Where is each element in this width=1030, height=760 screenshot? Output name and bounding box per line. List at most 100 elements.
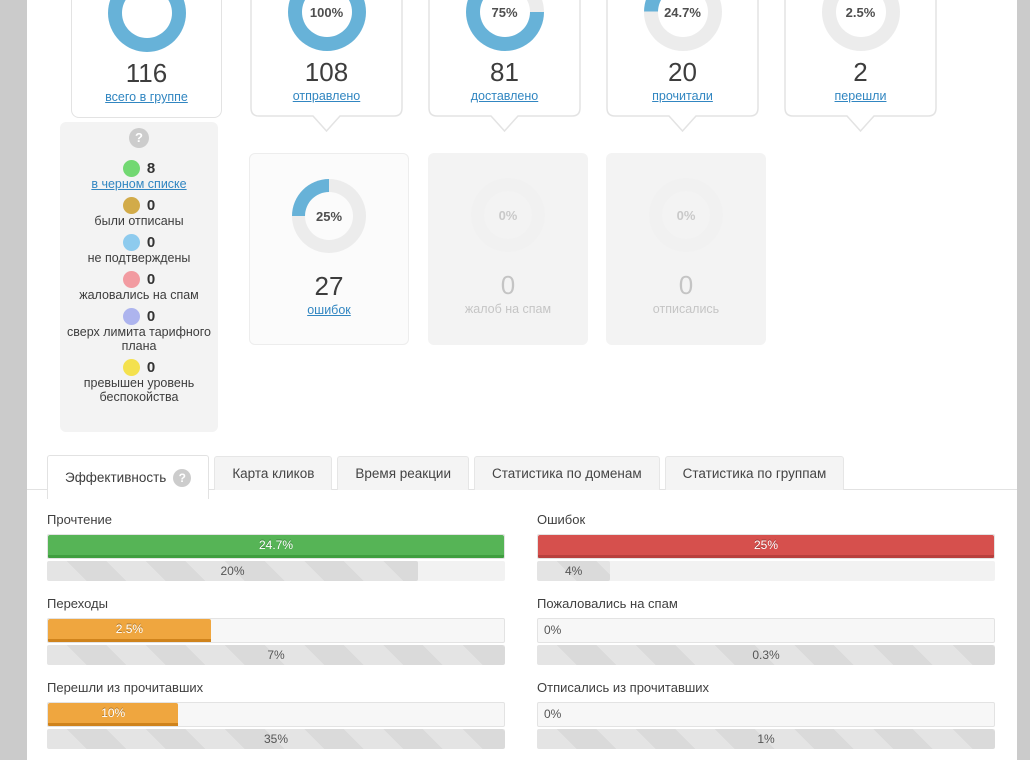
- unsub-benchmark-track: 1%: [537, 729, 995, 749]
- errors-value: 27: [314, 271, 344, 301]
- group-stat-over-limit: 0 сверх лимита тарифного плана: [64, 308, 214, 353]
- bar-value-label: 25%: [753, 538, 779, 552]
- sent-donut-chart: 100%: [287, 0, 366, 51]
- tab-effectiveness[interactable]: Эффективность ?: [47, 455, 210, 499]
- click-rate-benchmark-fill: 7%: [47, 645, 505, 665]
- clicked-value: 2: [853, 57, 868, 87]
- bar-group-click-rate: Переходы 2.5% 7%: [47, 596, 505, 665]
- spam-complaints-donut-chart: 0%: [470, 178, 545, 252]
- spam-dot-icon: [122, 271, 140, 288]
- read-value: 20: [668, 57, 697, 87]
- tab-click-map[interactable]: Карта кликов: [214, 456, 333, 490]
- bar-title: Переходы: [47, 596, 108, 611]
- ribbon-card-shape: [784, 0, 937, 133]
- bar-group-click-to-open: Перешли из прочитавших 10% 35%: [47, 680, 505, 749]
- bar-title: Прочтение: [47, 512, 112, 527]
- spam-complaints-label: жалоб на спам: [464, 302, 552, 316]
- bar-value-label: 0%: [544, 707, 562, 721]
- clicked-link[interactable]: перешли: [834, 89, 887, 103]
- delivered-donut-chart: 75%: [465, 0, 544, 51]
- unsubscribed-label: были отписаны: [94, 214, 184, 228]
- tab-help-icon[interactable]: ?: [173, 468, 192, 487]
- anxiety-dot-icon: [122, 359, 140, 376]
- total-in-group-link[interactable]: всего в группе: [105, 90, 188, 104]
- bar-value-label: 10%: [101, 706, 126, 720]
- spam-count: 0: [146, 271, 156, 288]
- sent-link[interactable]: отправлено: [292, 89, 361, 103]
- read-link[interactable]: прочитали: [652, 89, 713, 103]
- clicked-donut-chart: 2.5%: [821, 0, 900, 51]
- help-icon[interactable]: ?: [129, 128, 149, 148]
- spam-complaints-card: 0% 0 жалоб на спам: [428, 153, 588, 345]
- bar-group-errors: Ошибок 25% 4%: [537, 512, 995, 581]
- spam-rate-benchmark-fill: 0.3%: [537, 645, 995, 665]
- campaign-stats-page: 116 всего в группе 100% 108 отправлено 7…: [27, 0, 1017, 760]
- unsub-bar-track: 0%: [537, 702, 995, 727]
- group-stat-unsubscribed: 0 были отписаны: [94, 197, 184, 228]
- read-rate-benchmark-fill: 20%: [47, 561, 418, 581]
- donut-percent-label: 0%: [498, 207, 518, 223]
- tab-group-stats-label: Статистика по группам: [682, 466, 827, 481]
- total-donut-chart: [107, 0, 186, 52]
- donut-percent-label: 2.5%: [845, 4, 876, 20]
- benchmark-value-label: 7%: [267, 648, 285, 662]
- benchmark-value-label: 1%: [757, 732, 775, 746]
- bar-title: Перешли из прочитавших: [47, 680, 204, 695]
- bar-title: Пожаловались на спам: [537, 596, 678, 611]
- errors-card: 25% 27 ошибок: [249, 153, 409, 345]
- unsubscribed-card-label: отписались: [652, 302, 720, 316]
- read-rate-benchmark-track: 20%: [47, 561, 505, 581]
- group-stat-unconfirmed: 0 не подтверждены: [87, 234, 191, 265]
- stats-tabs: Эффективность ? Карта кликов Время реакц…: [47, 455, 845, 499]
- unconfirmed-dot-icon: [122, 234, 140, 251]
- summary-card-sent: 100% 108 отправлено: [250, 0, 403, 133]
- summary-card-delivered: 75% 81 доставлено: [428, 0, 581, 133]
- donut-percent-label: 0%: [676, 207, 696, 223]
- summary-card-total: 116 всего в группе: [71, 0, 222, 118]
- errors-bar-fill: 25%: [538, 535, 994, 558]
- ribbon-card-shape: [606, 0, 759, 133]
- click-to-open-benchmark-track: 35%: [47, 729, 505, 749]
- group-stat-blacklist: 8 в черном списке: [91, 160, 187, 191]
- tab-group-stats[interactable]: Статистика по группам: [664, 456, 845, 490]
- unconfirmed-count: 0: [146, 234, 156, 251]
- bar-title: Отписались из прочитавших: [537, 680, 710, 695]
- bar-title: Ошибок: [537, 512, 586, 527]
- bar-value-label: 0%: [544, 623, 562, 637]
- spam-complaints-value: 0: [500, 270, 516, 300]
- donut-percent-label: [108, 0, 186, 52]
- anxiety-count: 0: [146, 359, 156, 376]
- donut-percent-label: 24.7%: [664, 4, 701, 20]
- over-limit-label: сверх лимита тарифного плана: [67, 325, 211, 353]
- group-stat-spam-complaints: 0 жаловались на спам: [79, 271, 199, 302]
- delivered-link[interactable]: доставлено: [470, 89, 539, 103]
- blacklist-link[interactable]: в черном списке: [91, 177, 187, 191]
- anxiety-label: превышен уровень беспокойства: [83, 376, 195, 404]
- click-to-open-benchmark-fill: 35%: [47, 729, 505, 749]
- summary-card-clicked: 2.5% 2 перешли: [784, 0, 937, 133]
- errors-link[interactable]: ошибок: [307, 303, 351, 317]
- summary-card-read: 24.7% 20 прочитали: [606, 0, 759, 133]
- spam-label: жаловались на спам: [79, 288, 199, 302]
- unsubscribed-donut-chart: 0%: [649, 178, 723, 252]
- click-rate-bar-track: 2.5%: [47, 618, 505, 643]
- blacklist-count: 8: [146, 160, 156, 177]
- spam-rate-bar-track: 0%: [537, 618, 995, 643]
- group-stats-box: ? 8 в черном списке 0 были отписаны 0 не…: [60, 122, 218, 432]
- ribbon-card-shape: [250, 0, 403, 133]
- unsubscribed-dot-icon: [122, 197, 140, 214]
- errors-benchmark-fill: 4%: [537, 561, 611, 581]
- spam-rate-benchmark-track: 0.3%: [537, 645, 995, 665]
- errors-bar-track: 25%: [537, 534, 995, 559]
- blacklist-dot-icon: [122, 160, 140, 177]
- ribbon-card-shape: [428, 0, 581, 133]
- tab-reaction-time[interactable]: Время реакции: [337, 456, 470, 490]
- bar-value-label: 24.7%: [258, 538, 294, 552]
- read-rate-bar-track: 24.7%: [47, 534, 505, 559]
- benchmark-value-label: 4%: [564, 564, 583, 578]
- donut-percent-label: 100%: [309, 4, 344, 20]
- tab-domain-stats[interactable]: Статистика по доменам: [474, 456, 660, 490]
- click-to-open-bar-track: 10%: [47, 702, 505, 727]
- unconfirmed-label: не подтверждены: [87, 251, 191, 265]
- tab-reaction-time-label: Время реакции: [355, 466, 452, 481]
